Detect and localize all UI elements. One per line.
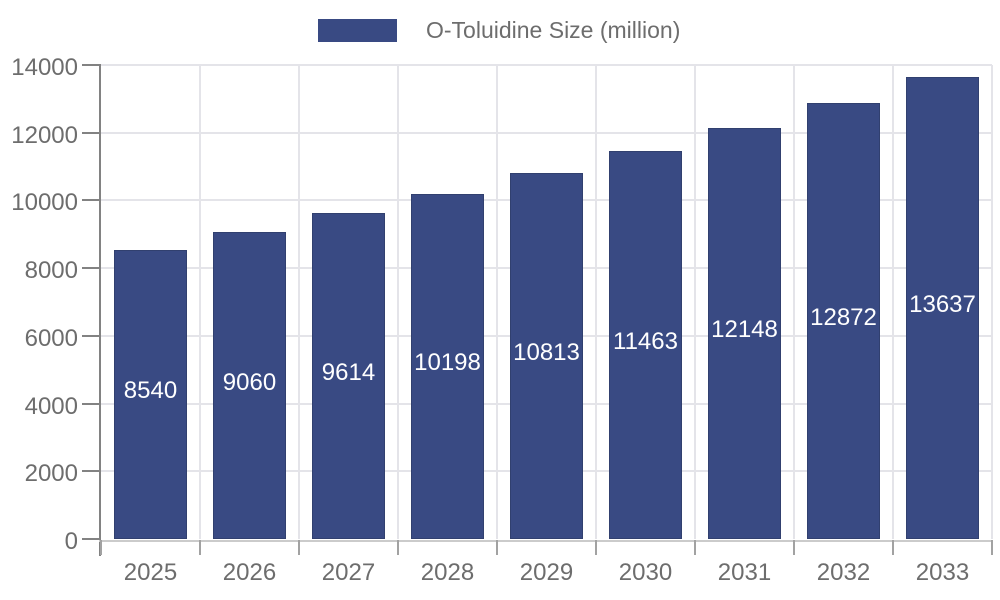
- y-tick-label: 0: [64, 528, 78, 555]
- x-tick-label: 2030: [618, 559, 673, 586]
- y-tick-label: 10000: [11, 189, 78, 217]
- bar[interactable]: [411, 193, 484, 539]
- y-tick-label: 8000: [24, 257, 78, 285]
- x-tick-label: 2032: [816, 559, 871, 586]
- x-gridline: [694, 65, 696, 539]
- bar[interactable]: [609, 150, 682, 539]
- x-gridline: [991, 65, 993, 539]
- bar-value-label: 12148: [711, 316, 778, 344]
- x-tick: [397, 540, 399, 555]
- bar-value-label: 10198: [414, 349, 481, 377]
- x-gridline: [298, 65, 300, 539]
- x-gridline: [496, 65, 498, 539]
- bar-value-label: 8540: [123, 377, 178, 405]
- y-tick: [82, 64, 101, 66]
- x-axis-line: [99, 540, 992, 542]
- legend-swatch: [318, 18, 397, 42]
- bar-value-label: 12872: [810, 304, 877, 332]
- x-tick: [496, 540, 498, 555]
- x-tick: [100, 540, 102, 555]
- y-axis-line: [99, 65, 101, 556]
- y-tick: [82, 470, 101, 473]
- x-tick-label: 2029: [519, 559, 574, 586]
- x-gridline: [397, 65, 399, 539]
- y-tick: [82, 402, 101, 405]
- bar[interactable]: [510, 172, 583, 539]
- x-tick: [298, 540, 300, 555]
- bar-value-label: 9614: [321, 359, 376, 387]
- x-tick-label: 2033: [915, 559, 970, 586]
- bar[interactable]: [114, 249, 187, 539]
- bar[interactable]: [312, 213, 385, 539]
- y-gridline: [101, 64, 992, 66]
- y-tick-label: 4000: [24, 392, 78, 420]
- y-tick-label: 14000: [11, 54, 78, 81]
- bar-value-label: 13637: [909, 291, 976, 319]
- y-tick: [82, 131, 101, 134]
- x-tick: [892, 540, 894, 555]
- bar-value-label: 9060: [222, 368, 277, 396]
- bar[interactable]: [906, 77, 979, 539]
- x-tick: [199, 540, 201, 555]
- x-gridline: [793, 65, 795, 539]
- bar[interactable]: [213, 232, 286, 539]
- legend[interactable]: O-Toluidine Size (million): [318, 15, 680, 45]
- x-gridline: [892, 65, 894, 539]
- x-tick-label: 2031: [717, 559, 772, 586]
- x-tick-label: 2027: [321, 559, 376, 586]
- x-tick: [595, 540, 597, 555]
- bar[interactable]: [708, 127, 781, 539]
- bar[interactable]: [807, 103, 880, 539]
- y-tick: [82, 199, 101, 202]
- x-gridline: [199, 65, 201, 539]
- y-tick-label: 2000: [24, 460, 78, 488]
- bar-value-label: 10813: [513, 338, 580, 366]
- y-gridline: [101, 131, 992, 134]
- y-tick-label: 6000: [24, 324, 78, 352]
- x-gridline: [595, 65, 597, 539]
- x-tick: [694, 540, 696, 555]
- x-tick: [793, 540, 795, 555]
- x-tick-label: 2028: [420, 559, 475, 586]
- x-tick-label: 2026: [222, 559, 277, 586]
- y-tick: [82, 334, 101, 337]
- y-tick: [82, 267, 101, 270]
- y-tick-label: 12000: [11, 121, 78, 149]
- x-tick-label: 2025: [123, 559, 178, 586]
- x-tick: [991, 540, 993, 555]
- bar-value-label: 11463: [613, 327, 678, 355]
- legend-label: O-Toluidine Size (million): [426, 16, 681, 43]
- y-tick: [82, 538, 101, 540]
